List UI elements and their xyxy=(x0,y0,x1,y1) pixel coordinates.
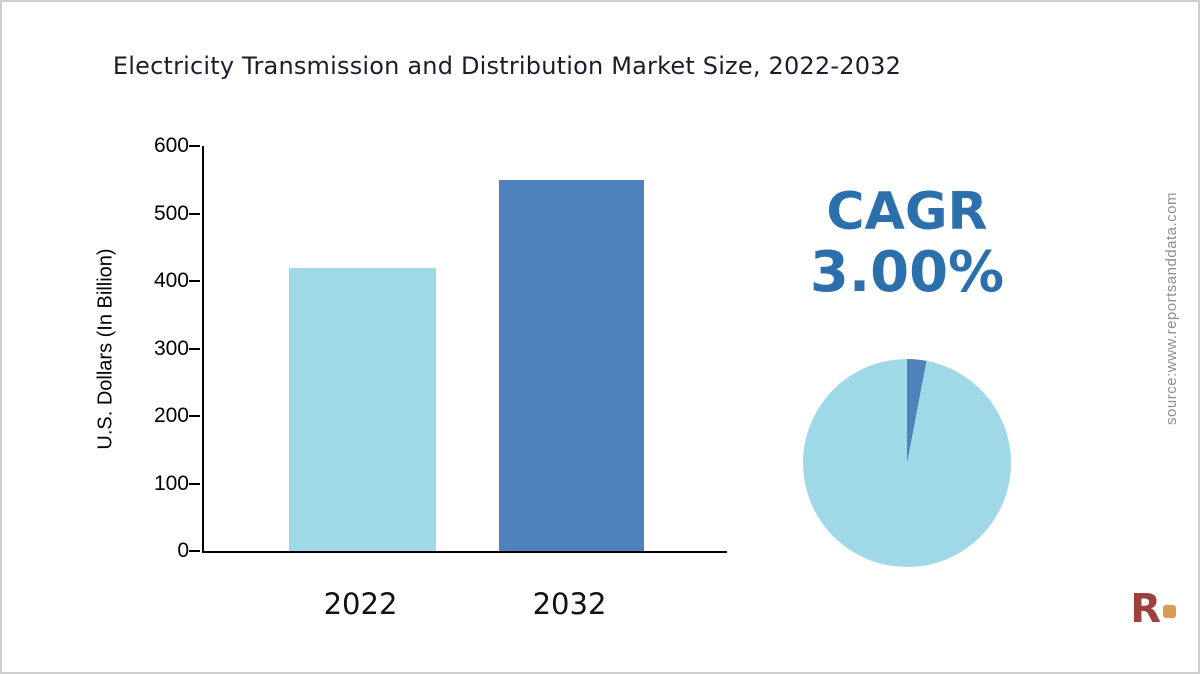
cagr-label: CAGR xyxy=(826,182,988,242)
cagr-block: CAGR 3.00% xyxy=(767,184,1047,306)
bar-2022 xyxy=(289,267,436,551)
y-tick-mark xyxy=(189,145,200,147)
x-tick-label-2032: 2032 xyxy=(532,587,607,621)
brand-logo-letter: R xyxy=(1130,586,1161,632)
y-tick-label: 0 xyxy=(177,539,189,562)
y-tick-label: 200 xyxy=(153,404,189,427)
y-tick-label: 400 xyxy=(153,269,189,292)
y-tick-mark xyxy=(189,550,200,552)
brand-logo-dot-icon xyxy=(1163,604,1176,618)
y-tick-mark xyxy=(189,212,200,215)
y-axis-title: U.S. Dollars (In Billion) xyxy=(94,248,117,450)
y-tick-label: 300 xyxy=(153,336,189,360)
y-tick-mark xyxy=(189,415,200,417)
cagr-value: 3.00% xyxy=(809,240,1005,305)
y-tick-label: 600 xyxy=(153,134,189,157)
y-tick-label: 100 xyxy=(153,471,189,495)
y-tick-mark xyxy=(189,280,200,282)
bar-plot-area: 0 100 200 300 400 500 600 xyxy=(154,134,727,562)
y-tick-label: 500 xyxy=(153,201,189,225)
cagr-pie-chart xyxy=(803,359,1011,567)
chart-title: Electricity Transmission and Distributio… xyxy=(112,52,902,80)
brand-logo: R xyxy=(1130,586,1176,632)
bar-2032 xyxy=(499,179,644,551)
y-tick-mark xyxy=(189,482,200,485)
x-tick-label-2022: 2022 xyxy=(323,587,398,621)
source-watermark: source:www.reportsanddata.com xyxy=(1163,192,1180,425)
y-tick-mark xyxy=(189,347,200,350)
